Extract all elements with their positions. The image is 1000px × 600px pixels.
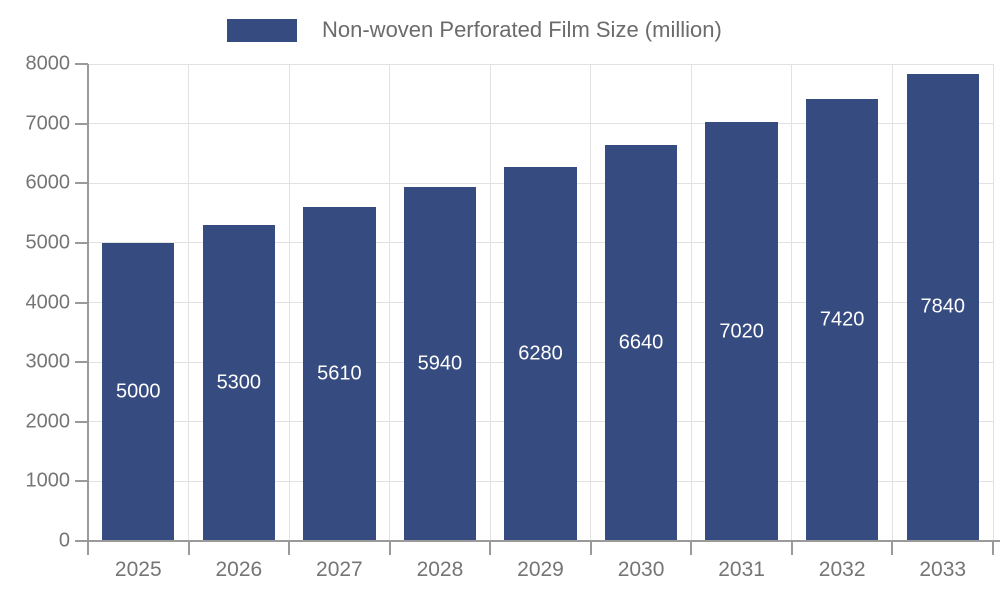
x-gridline — [489, 64, 491, 541]
bar-value-label: 5000 — [116, 380, 161, 403]
y-axis-tick — [75, 361, 88, 364]
x-gridline — [891, 64, 893, 541]
bar: 5300 — [202, 225, 276, 541]
y-axis-label: 2000 — [25, 410, 71, 433]
y-axis-label: 7000 — [25, 112, 71, 135]
y-gridline — [88, 123, 993, 125]
bar: 7840 — [906, 73, 979, 541]
x-axis-label: 2027 — [316, 558, 363, 581]
x-axis-label: 2028 — [416, 558, 464, 581]
x-gridline — [188, 64, 190, 541]
y-axis-tick — [75, 63, 88, 65]
bar-value-label: 7420 — [819, 308, 865, 331]
x-axis-tick — [187, 541, 190, 555]
plot-area: 0 1000 2000 3000 4000 5000 6000 7000 8000 5000 202… — [26, 53, 1000, 581]
y-axis-label: 4000 — [25, 291, 71, 313]
y-axis-tick — [75, 122, 88, 125]
y-axis-tick — [75, 480, 88, 483]
x-axis-tick — [891, 541, 894, 555]
y-axis-label: 5000 — [25, 231, 71, 254]
x-axis-tick — [288, 541, 291, 555]
bar: 5940 — [403, 186, 477, 541]
y-axis-tick — [75, 182, 88, 185]
y-axis-label: 6000 — [25, 171, 71, 194]
x-axis-tick — [388, 541, 391, 555]
x-axis-tick — [589, 541, 592, 555]
x-axis-tick — [790, 541, 793, 555]
x-axis-label: 2030 — [617, 558, 665, 581]
x-axis-tick — [992, 541, 994, 555]
y-axis-label: 0 — [58, 529, 70, 552]
bar: 6280 — [504, 166, 577, 541]
bar: 5610 — [303, 206, 376, 541]
x-gridline — [690, 64, 692, 541]
x-axis-tick — [489, 541, 492, 555]
x-axis-label: 2031 — [718, 558, 765, 581]
x-axis-label: 2029 — [517, 558, 564, 581]
bar: 5000 — [102, 242, 175, 541]
y-axis-tick — [75, 301, 88, 304]
x-gridline — [992, 64, 994, 541]
bar-value-label: 5300 — [216, 371, 262, 394]
y-axis-tick — [75, 420, 88, 423]
y-axis-label: 1000 — [25, 469, 71, 492]
x-gridline — [288, 64, 290, 541]
bar-value-label: 5610 — [317, 362, 362, 385]
y-gridline — [88, 63, 993, 65]
y-axis-line — [87, 64, 89, 555]
x-gridline — [791, 64, 793, 541]
bar-value-label: 7020 — [719, 320, 764, 343]
legend: Non-woven Perforated Film Size (million) — [227, 17, 722, 43]
legend-label: Non-woven Perforated Film Size (million) — [322, 17, 722, 42]
x-axis-label: 2026 — [215, 558, 263, 581]
x-gridline — [590, 64, 592, 541]
y-axis-label: 3000 — [25, 350, 71, 373]
x-axis-line — [75, 540, 1000, 542]
bar: 7020 — [705, 122, 778, 541]
y-axis-label: 8000 — [25, 52, 71, 75]
bar-value-label: 7840 — [920, 295, 965, 318]
bar: 7420 — [805, 98, 879, 541]
x-axis-label: 2025 — [114, 558, 162, 581]
y-axis-tick — [75, 241, 88, 244]
x-gridline — [389, 64, 391, 541]
bar-value-label: 6280 — [518, 342, 563, 365]
bar-value-label: 6640 — [618, 331, 664, 354]
x-axis-label: 2032 — [818, 558, 866, 581]
x-axis-label: 2033 — [919, 558, 967, 581]
legend-swatch — [227, 18, 297, 42]
x-axis-tick — [690, 541, 693, 555]
bar: 6640 — [604, 145, 678, 541]
bar-value-label: 5940 — [417, 352, 463, 375]
